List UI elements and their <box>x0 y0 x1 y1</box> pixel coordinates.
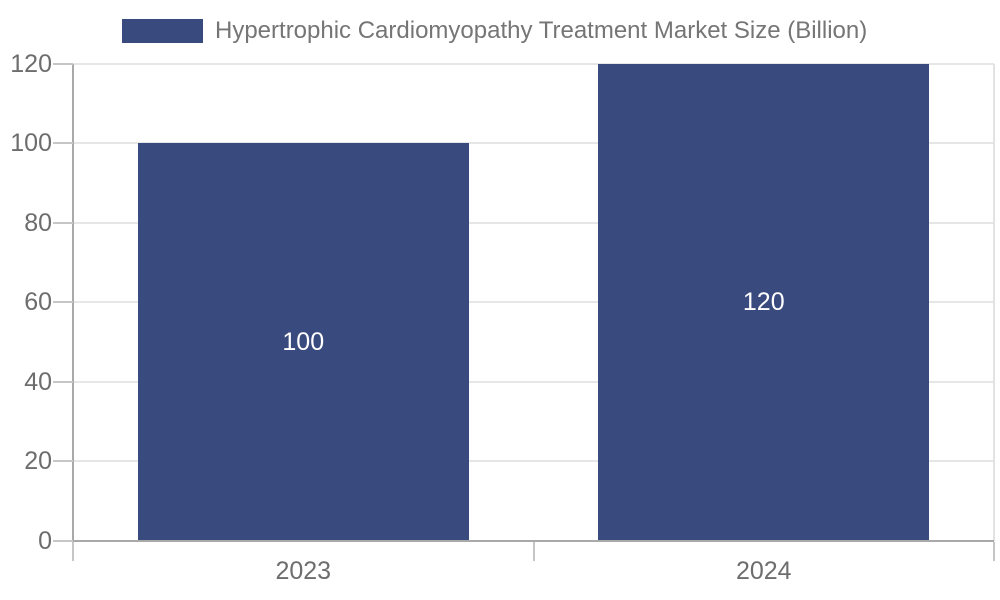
x-tick-mark-1 <box>532 541 535 561</box>
y-tick-mark-80 <box>53 221 73 224</box>
y-tick-label-20: 20 <box>24 447 52 476</box>
y-tick-label-100: 100 <box>10 129 52 158</box>
left-spine <box>72 64 74 541</box>
y-tick-label-0: 0 <box>38 526 52 555</box>
bar-2023 <box>137 143 469 541</box>
y-tick-label-120: 120 <box>10 50 52 78</box>
x-tick-label-2023: 2023 <box>275 557 332 585</box>
gridline-y-60 <box>73 301 994 304</box>
gridline-y-40 <box>73 380 994 383</box>
legend-swatch <box>122 19 203 43</box>
x-tick-mark-2 <box>993 541 995 561</box>
bar-value-label-2024: 120 <box>742 288 785 317</box>
x-tick-label-2024: 2024 <box>735 557 792 585</box>
y-tick-mark-0 <box>53 539 73 542</box>
y-tick-label-60: 60 <box>24 288 52 317</box>
x-tick-mark-0 <box>72 541 74 561</box>
chart-legend: Hypertrophic Cardiomyopathy Treatment Ma… <box>122 17 867 45</box>
y-tick-mark-60 <box>53 301 73 304</box>
y-tick-mark-20 <box>53 460 73 463</box>
bar-2024 <box>598 64 930 541</box>
gridline-y-20 <box>73 460 994 463</box>
gridline-y-80 <box>73 221 994 224</box>
y-tick-mark-40 <box>53 380 73 383</box>
y-tick-label-80: 80 <box>24 208 52 237</box>
right-spine <box>993 64 995 541</box>
legend-label: Hypertrophic Cardiomyopathy Treatment Ma… <box>215 17 868 44</box>
bar-value-label-2023: 100 <box>282 327 325 356</box>
y-tick-label-40: 40 <box>24 367 52 396</box>
gridline-y-120 <box>73 63 994 65</box>
x-axis-line <box>73 539 994 542</box>
gridline-y-100 <box>73 142 994 145</box>
y-tick-mark-120 <box>53 63 73 65</box>
y-tick-mark-100 <box>53 142 73 145</box>
